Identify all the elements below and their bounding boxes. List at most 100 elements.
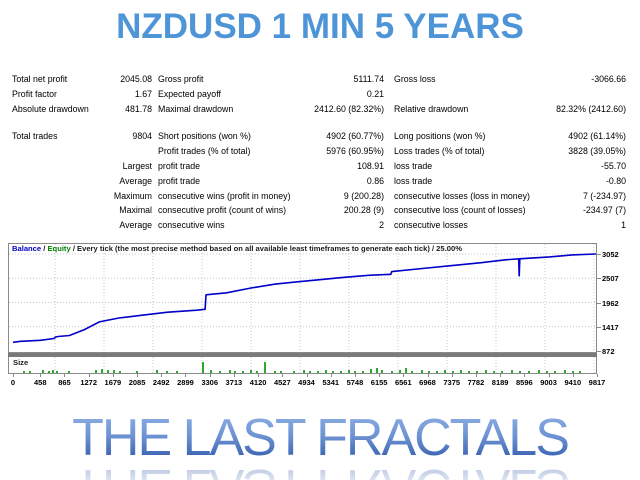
report-cell-label: Profit trades (% of total) bbox=[158, 146, 251, 157]
size-bar bbox=[293, 371, 296, 373]
report-row: Profit factor 1.67 Expected payoff 0.21 bbox=[0, 87, 632, 102]
x-axis-label: 8189 bbox=[491, 378, 509, 387]
size-bar bbox=[553, 371, 556, 373]
report-row: Total trades 9804 Short positions (won %) 4… bbox=[0, 129, 632, 144]
report-cell-value bbox=[542, 87, 626, 102]
size-bar bbox=[316, 371, 319, 373]
size-bar bbox=[369, 369, 372, 373]
legend-separator: / bbox=[41, 244, 48, 253]
x-axis-tick bbox=[548, 374, 550, 377]
report-cell-label: Absolute drawdown bbox=[12, 103, 89, 114]
y-axis-label: 3052 bbox=[602, 250, 619, 259]
x-axis-tick bbox=[354, 374, 356, 377]
report-cell-value bbox=[108, 144, 152, 159]
report-cell-label: Long positions (won %) bbox=[394, 131, 486, 142]
size-bar bbox=[361, 371, 364, 373]
report-cell-label bbox=[12, 144, 108, 159]
x-axis-tick bbox=[64, 374, 66, 377]
x-axis-label: 9410 bbox=[564, 378, 582, 387]
report-cell-label: consecutive losses (loss in money) bbox=[394, 190, 530, 201]
report-cell-value: 4902 (61.14%) bbox=[568, 131, 626, 142]
size-bar bbox=[22, 371, 25, 373]
report-cell-value: 7 (-234.97) bbox=[582, 190, 626, 201]
report-row: Maximal consecutive profit (count of wins… bbox=[0, 203, 632, 218]
size-bar bbox=[500, 371, 503, 373]
report-cell-value: 2045.08 bbox=[120, 74, 152, 84]
report-cell-value: Average bbox=[119, 220, 152, 231]
x-axis-tick bbox=[233, 374, 235, 377]
size-bar bbox=[332, 371, 335, 373]
report-cell-label: Profit factor bbox=[12, 88, 57, 99]
report-cell-value: 5976 (60.95%) bbox=[326, 146, 384, 157]
balance-curve-svg bbox=[9, 244, 597, 352]
report-cell-label: Relative drawdown bbox=[394, 103, 469, 114]
size-bar bbox=[538, 370, 541, 373]
size-bar bbox=[279, 371, 282, 373]
size-bar bbox=[308, 371, 311, 373]
y-axis-tick bbox=[597, 351, 601, 352]
x-axis-label: 9003 bbox=[540, 378, 557, 387]
report-row-spacer bbox=[0, 116, 632, 129]
x-axis-label: 2085 bbox=[128, 378, 146, 387]
size-bar bbox=[410, 371, 413, 373]
report-cell-label bbox=[12, 159, 108, 174]
report-cell-value: Largest bbox=[122, 160, 152, 171]
x-axis-tick bbox=[451, 374, 453, 377]
page-title: NZDUSD 1 MIN 5 YEARS bbox=[116, 7, 524, 46]
y-axis-label: 872 bbox=[602, 347, 615, 356]
report-cell-label: profit trade bbox=[158, 160, 201, 171]
size-bar bbox=[579, 371, 582, 373]
report-cell-label: consecutive profit (count of wins) bbox=[158, 205, 287, 216]
balance-plot bbox=[8, 243, 597, 353]
report-cell-value: 9 (200.28) bbox=[343, 190, 384, 201]
report-cell-label bbox=[12, 174, 108, 189]
size-bar bbox=[381, 370, 384, 373]
y-axis-tick bbox=[597, 254, 601, 255]
size-bar bbox=[67, 371, 70, 373]
x-axis-tick bbox=[112, 374, 114, 377]
size-bar bbox=[354, 371, 356, 373]
report-cell-value: 481.78 bbox=[125, 103, 152, 114]
report-cell-value: -0.80 bbox=[605, 175, 626, 186]
x-axis-label: 2899 bbox=[177, 378, 194, 387]
x-axis-tick bbox=[88, 374, 90, 377]
size-bar bbox=[56, 371, 59, 373]
report-cell-value: Maximal bbox=[119, 205, 152, 216]
size-bar bbox=[485, 370, 488, 373]
x-axis-label: 2492 bbox=[152, 378, 170, 387]
size-bar bbox=[156, 370, 158, 373]
x-axis-label: 6155 bbox=[370, 378, 388, 387]
x-axis-label: 458 bbox=[33, 378, 47, 387]
y-axis-tick bbox=[597, 302, 601, 304]
report-cell-label: consecutive wins (profit in money) bbox=[158, 190, 291, 201]
size-bar bbox=[95, 370, 98, 373]
legend-equity-label: Equity bbox=[47, 244, 71, 253]
x-axis-label: 6561 bbox=[394, 378, 412, 387]
report-cell-label: Gross profit bbox=[158, 74, 204, 84]
x-axis-label: 6968 bbox=[419, 378, 436, 387]
size-bar bbox=[273, 371, 276, 373]
size-bar bbox=[428, 371, 431, 373]
x-axis-label: 3713 bbox=[225, 378, 243, 387]
report-cell-value: -3066.66 bbox=[591, 74, 626, 84]
size-bar bbox=[399, 370, 401, 373]
size-bar bbox=[563, 370, 566, 373]
x-axis-tick bbox=[40, 374, 42, 377]
x-axis-label: 5748 bbox=[346, 378, 364, 387]
report-cell-value: -234.97 (7) bbox=[582, 205, 626, 216]
x-axis-label: 7375 bbox=[443, 378, 461, 387]
x-axis-tick bbox=[379, 374, 381, 377]
x-axis-tick bbox=[282, 374, 284, 377]
x-axis-label: 4934 bbox=[298, 378, 315, 387]
report-table: Total net profit 2045.08 Gross profit 5111.… bbox=[0, 72, 632, 233]
x-axis-tick bbox=[185, 374, 187, 377]
size-bar bbox=[136, 371, 139, 373]
size-bar bbox=[218, 371, 221, 373]
x-axis-tick bbox=[500, 374, 502, 377]
report-cell-value: 3828 (39.05%) bbox=[568, 146, 626, 157]
size-bar bbox=[324, 370, 327, 373]
size-bar bbox=[348, 370, 351, 373]
report-cell-value: 9804 bbox=[132, 131, 152, 142]
y-axis-label: 1417 bbox=[602, 322, 619, 332]
report-cell-value: 4902 (60.77%) bbox=[326, 131, 384, 142]
